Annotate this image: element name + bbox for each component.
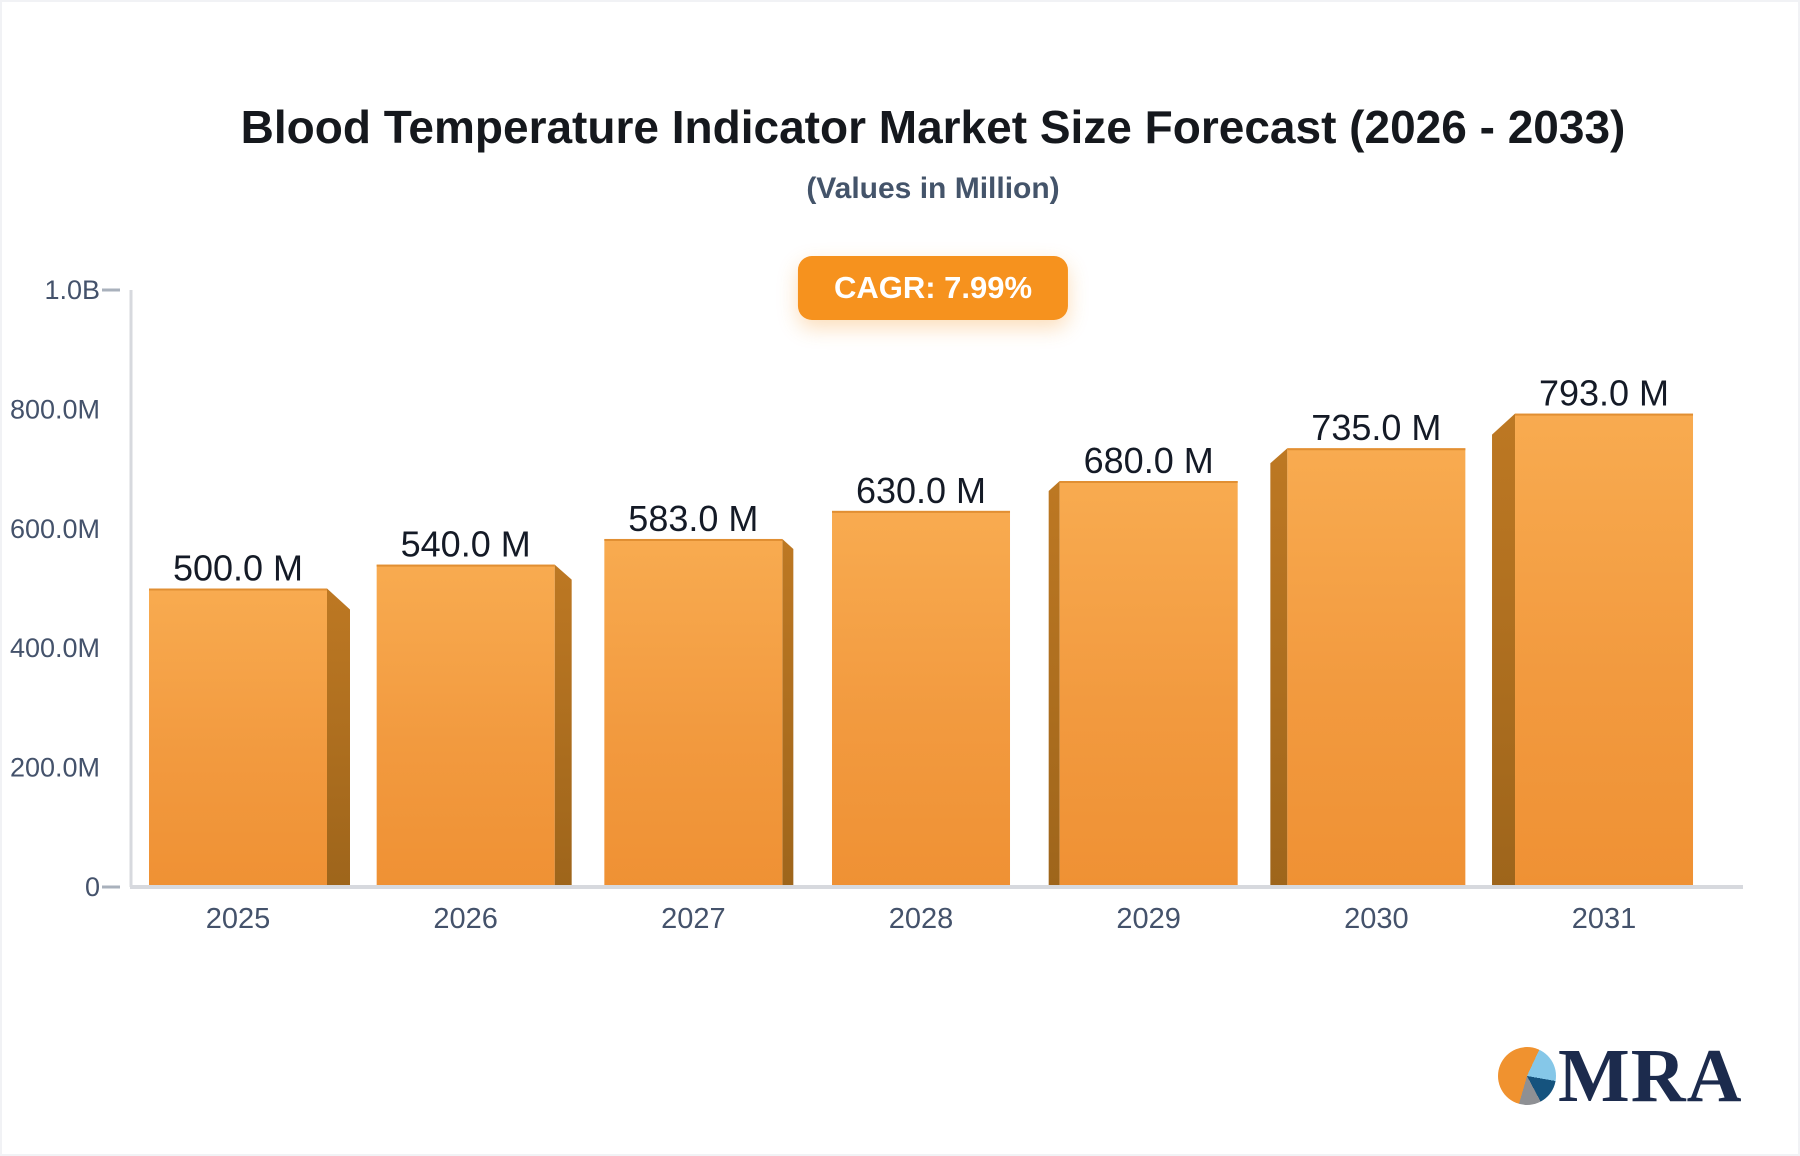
brand-logo-text: MRA bbox=[1558, 1034, 1743, 1118]
bar-value-label: 735.0 M bbox=[1311, 407, 1441, 448]
bar-side-face bbox=[554, 564, 572, 887]
bar-2027[interactable] bbox=[604, 538, 783, 887]
bar-value-label: 583.0 M bbox=[628, 498, 758, 539]
chart-title: Blood Temperature Indicator Market Size … bbox=[240, 101, 1626, 153]
y-axis-label: 200.0M bbox=[10, 753, 100, 783]
bar-value-label: 500.0 M bbox=[173, 548, 303, 589]
x-axis-label: 2025 bbox=[206, 903, 271, 935]
y-axis-label: 0 bbox=[85, 872, 100, 902]
bar-2028[interactable] bbox=[832, 510, 1011, 887]
y-axis-label: 400.0M bbox=[10, 633, 100, 663]
y-axis-label: 600.0M bbox=[10, 514, 100, 544]
pie-chart-icon bbox=[1498, 1047, 1556, 1105]
bar-side-face bbox=[1492, 413, 1516, 887]
bar-value-label: 680.0 M bbox=[1084, 440, 1214, 481]
bar-2031[interactable] bbox=[1515, 413, 1694, 887]
x-axis-label: 2031 bbox=[1572, 903, 1637, 935]
bar-side-face bbox=[1270, 448, 1288, 887]
x-axis-label: 2029 bbox=[1116, 903, 1181, 935]
bar-2029[interactable] bbox=[1059, 481, 1238, 887]
bar-2030[interactable] bbox=[1287, 448, 1466, 887]
y-axis-label: 800.0M bbox=[10, 394, 100, 424]
chart-subtitle: (Values in Million) bbox=[806, 172, 1060, 205]
bar-side-face bbox=[1048, 481, 1060, 887]
bar-value-label: 630.0 M bbox=[856, 470, 986, 511]
bar-2026[interactable] bbox=[376, 564, 555, 887]
x-axis-label: 2028 bbox=[889, 903, 954, 935]
x-axis-label: 2027 bbox=[661, 903, 726, 935]
bar-side-face bbox=[782, 538, 794, 887]
brand-logo: MRA bbox=[1498, 1038, 1743, 1114]
chart-header: Blood Temperature Indicator Market Size … bbox=[66, 0, 1800, 206]
cagr-badge: CAGR: 7.99% bbox=[797, 256, 1069, 320]
y-axis-label: 1.0B bbox=[44, 275, 100, 305]
x-axis-label: 2030 bbox=[1344, 903, 1409, 935]
bar-value-label: 540.0 M bbox=[401, 524, 531, 565]
bar-side-face bbox=[327, 588, 350, 887]
x-axis-label: 2026 bbox=[433, 903, 498, 935]
bar-value-label: 793.0 M bbox=[1539, 373, 1669, 414]
bar-2025[interactable] bbox=[149, 588, 327, 888]
